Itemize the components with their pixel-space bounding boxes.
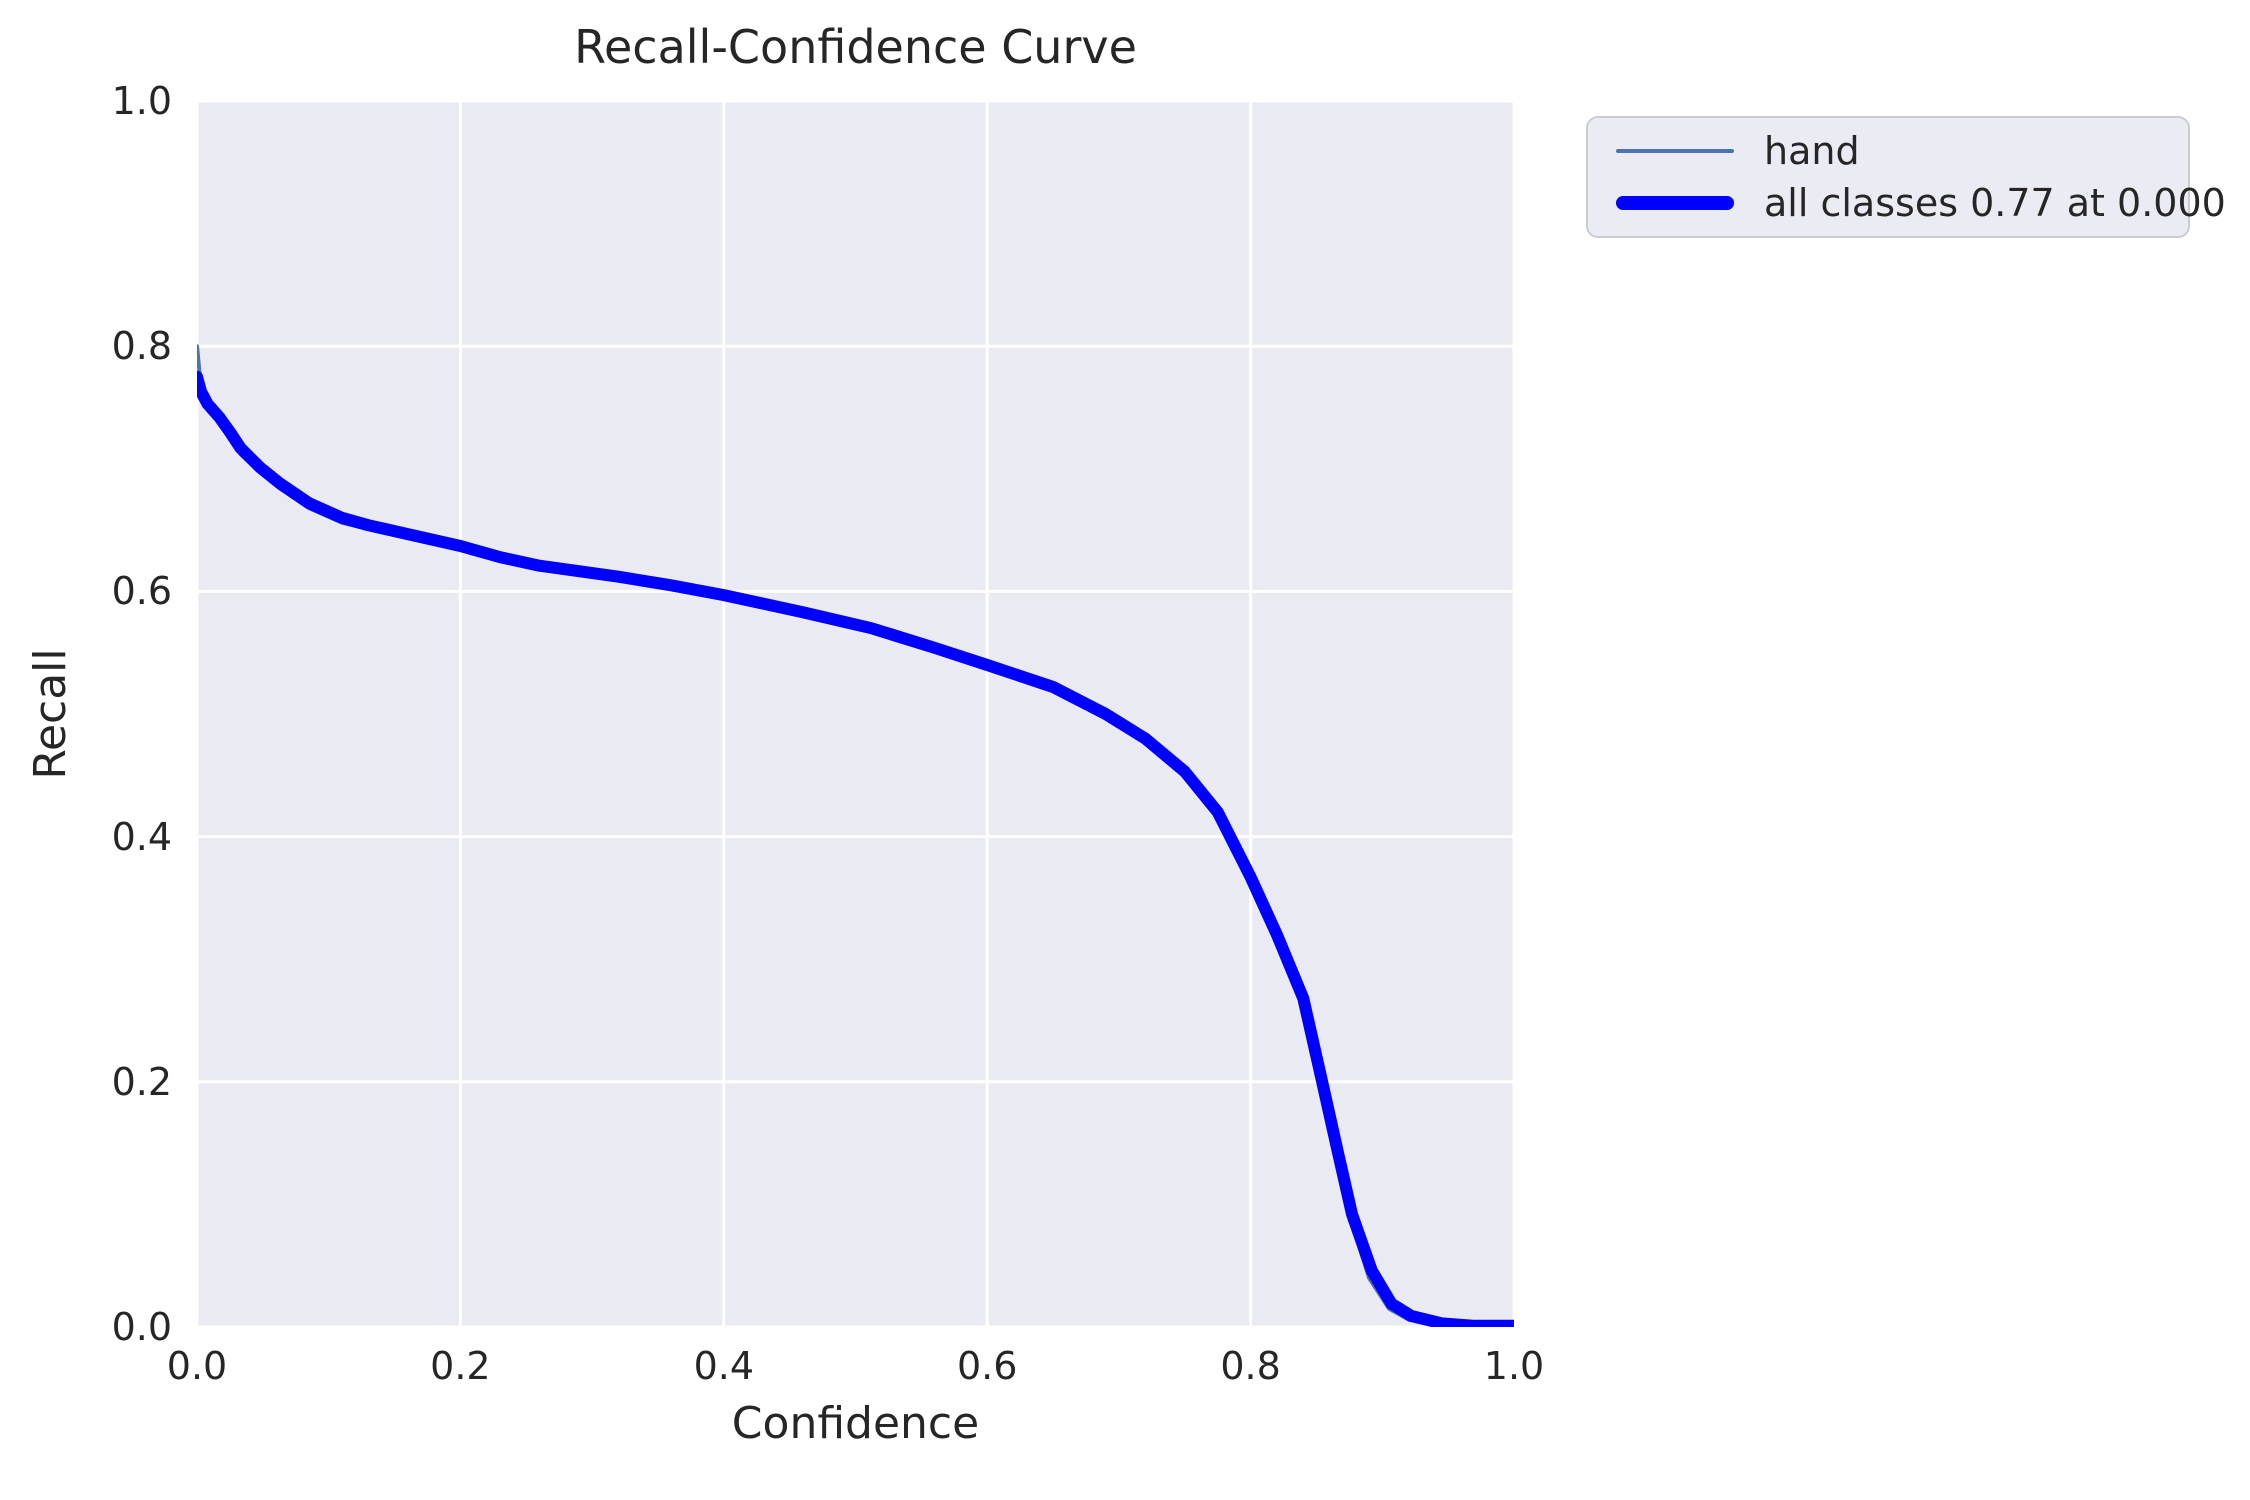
x-tick-label: 0.4 (693, 1344, 755, 1388)
legend-label-all-classes: all classes 0.77 at 0.000 (1764, 180, 2226, 225)
legend: hand all classes 0.77 at 0.000 (1586, 116, 2226, 238)
x-tick-label: 0.8 (1220, 1344, 1281, 1388)
x-tick-label: 1.0 (1483, 1344, 1545, 1388)
y-tick-label: 0.6 (111, 569, 172, 614)
all-classes-line-swatch (1616, 195, 1734, 210)
hand-line-swatch (1616, 149, 1734, 154)
x-tick-label: 0.6 (956, 1344, 1018, 1388)
series-line-all (197, 370, 1514, 1327)
recall-confidence-curve-canvas (197, 101, 1514, 1327)
plot-title: Recall-Confidence Curve (574, 20, 1137, 74)
x-tick-label: 0.0 (166, 1344, 228, 1388)
plot-area (197, 101, 1514, 1327)
legend-label-hand: hand (1764, 129, 1860, 174)
y-tick-label: 0.2 (111, 1059, 172, 1104)
y-tick-label: 1.0 (111, 79, 172, 123)
y-tick-label: 0.0 (111, 1305, 172, 1349)
legend-entry-hand: hand (1616, 129, 2160, 173)
x-axis-label: Confidence (731, 1398, 980, 1449)
x-tick-label: 0.2 (430, 1344, 491, 1388)
y-tick-label: 0.8 (111, 324, 172, 369)
legend-entry-all-classes: all classes 0.77 at 0.000 (1616, 181, 2226, 225)
y-axis-label: Recall (25, 648, 76, 780)
y-tick-label: 0.4 (111, 814, 172, 859)
